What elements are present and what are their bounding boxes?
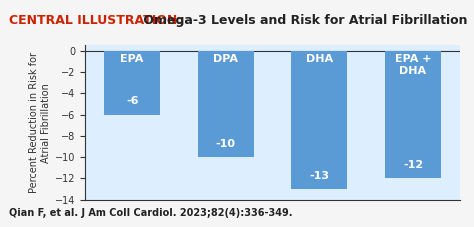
Bar — [385, 51, 441, 178]
Text: -13: -13 — [310, 171, 329, 181]
Text: CENTRAL ILLUSTRATION:: CENTRAL ILLUSTRATION: — [9, 14, 183, 27]
Text: DHA: DHA — [306, 54, 333, 64]
Text: EPA +
DHA: EPA + DHA — [395, 54, 431, 76]
Text: Omega-3 Levels and Risk for Atrial Fibrillation: Omega-3 Levels and Risk for Atrial Fibri… — [139, 14, 467, 27]
Y-axis label: Percent Reduction in Risk for
Atrial Fibrillation: Percent Reduction in Risk for Atrial Fib… — [29, 52, 51, 193]
Text: -10: -10 — [216, 139, 236, 149]
Bar — [198, 51, 254, 157]
Text: DPA: DPA — [213, 54, 238, 64]
Text: EPA: EPA — [120, 54, 144, 64]
Text: Qian F, et al. J Am Coll Cardiol. 2023;82(4):336-349.: Qian F, et al. J Am Coll Cardiol. 2023;8… — [9, 208, 293, 218]
Text: -6: -6 — [126, 96, 138, 106]
Text: -12: -12 — [403, 160, 423, 170]
Bar — [291, 51, 347, 189]
Bar — [104, 51, 160, 115]
